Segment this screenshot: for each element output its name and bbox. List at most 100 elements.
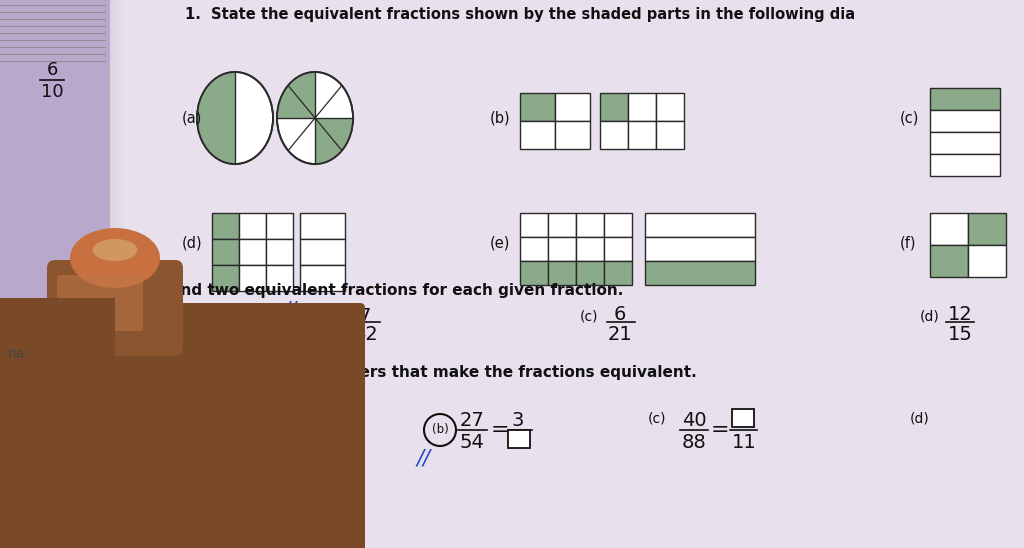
Bar (300, 213, 345, 239)
Bar (930, 154, 1000, 176)
Bar (300, 265, 345, 291)
Ellipse shape (278, 72, 353, 164)
Text: 6: 6 (46, 61, 57, 79)
Bar (732, 409, 754, 427)
Text: =: = (711, 420, 729, 440)
Text: (c): (c) (580, 309, 598, 323)
Bar (520, 121, 555, 149)
Bar (548, 213, 575, 237)
Text: (d): (d) (920, 309, 940, 323)
Text: 2.: 2. (141, 283, 155, 296)
Bar (520, 261, 548, 285)
Text: Find two equivalent fractions for each given fraction.: Find two equivalent fractions for each g… (165, 283, 624, 298)
Bar (930, 110, 1000, 132)
Bar (930, 132, 1000, 154)
Bar (239, 213, 266, 239)
Text: 5: 5 (199, 306, 211, 326)
Bar (555, 93, 590, 121)
Text: (e): (e) (490, 236, 510, 250)
Bar (0, 0, 110, 548)
Text: Fi: Fi (158, 366, 173, 380)
Bar (600, 121, 628, 149)
Bar (656, 121, 684, 149)
Text: 12: 12 (947, 305, 973, 323)
Text: 3: 3 (512, 410, 524, 430)
Bar (266, 213, 293, 239)
Text: 40: 40 (682, 410, 707, 430)
FancyBboxPatch shape (57, 275, 143, 331)
Bar (266, 265, 293, 291)
Bar (239, 265, 266, 291)
Bar (520, 213, 548, 237)
Bar (520, 237, 548, 261)
Text: 21: 21 (607, 324, 633, 344)
Bar (212, 239, 239, 265)
Bar (930, 245, 968, 277)
Text: (d): (d) (182, 236, 203, 250)
Bar (548, 261, 575, 285)
Bar (604, 213, 632, 237)
Text: (c): (c) (648, 411, 667, 425)
FancyBboxPatch shape (0, 363, 205, 548)
Ellipse shape (92, 239, 137, 261)
Bar (555, 121, 590, 149)
Text: //: // (417, 448, 431, 468)
Bar (645, 261, 755, 285)
Text: 20: 20 (193, 324, 217, 344)
Bar (628, 121, 656, 149)
Text: 42: 42 (352, 324, 378, 344)
Text: =: = (490, 420, 509, 440)
Text: 88: 88 (682, 432, 707, 452)
Bar (212, 265, 239, 291)
Text: 1.  State the equivalent fractions shown by the shaded parts in the following di: 1. State the equivalent fractions shown … (185, 7, 855, 21)
Text: (a): (a) (182, 111, 203, 125)
Bar (508, 430, 530, 448)
Bar (645, 213, 755, 237)
Bar (548, 237, 575, 261)
Bar (645, 237, 755, 261)
Text: (b): (b) (490, 111, 511, 125)
Text: (b): (b) (432, 424, 449, 437)
PathPatch shape (315, 118, 353, 164)
Bar (266, 239, 293, 265)
Bar (604, 261, 632, 285)
Text: (c): (c) (900, 111, 920, 125)
Text: 27: 27 (460, 410, 484, 430)
Bar (604, 237, 632, 261)
Bar (575, 237, 604, 261)
Text: 35: 35 (323, 431, 347, 450)
Text: //: // (283, 300, 297, 320)
Bar (628, 93, 656, 121)
Bar (600, 93, 628, 121)
Bar (520, 93, 555, 121)
Text: (a): (a) (155, 319, 171, 333)
Bar (239, 239, 266, 265)
Text: (f): (f) (900, 236, 916, 250)
Ellipse shape (70, 228, 160, 288)
Bar (575, 261, 604, 285)
Text: missing numbers that make the fractions equivalent.: missing numbers that make the fractions … (240, 366, 696, 380)
Text: 11: 11 (731, 432, 757, 452)
Bar (575, 213, 604, 237)
Bar (968, 245, 1006, 277)
Text: □: □ (322, 404, 348, 432)
Bar (0, 298, 115, 548)
Text: 15: 15 (947, 324, 973, 344)
Bar (656, 93, 684, 121)
Text: 54: 54 (460, 432, 484, 452)
Text: 3.: 3. (140, 366, 157, 380)
FancyBboxPatch shape (47, 260, 183, 356)
Text: 10: 10 (41, 83, 63, 101)
FancyBboxPatch shape (0, 303, 365, 548)
Text: (d): (d) (910, 411, 930, 425)
Ellipse shape (197, 72, 273, 164)
Text: (b): (b) (325, 309, 345, 323)
Bar (968, 213, 1006, 245)
Text: na: na (8, 347, 26, 361)
Bar (930, 88, 1000, 110)
Bar (212, 213, 239, 239)
PathPatch shape (278, 72, 315, 118)
Text: 6: 6 (613, 305, 627, 323)
Text: 7: 7 (358, 306, 371, 326)
Bar (300, 239, 345, 265)
